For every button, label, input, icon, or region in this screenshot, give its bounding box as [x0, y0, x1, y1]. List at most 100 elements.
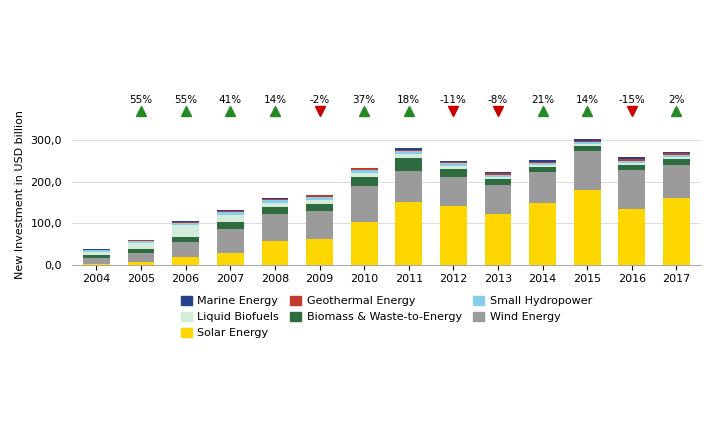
- Bar: [217, 211, 243, 212]
- Bar: [306, 197, 333, 199]
- Bar: [395, 154, 422, 159]
- Bar: [574, 141, 601, 142]
- Text: 14%: 14%: [576, 95, 599, 105]
- Bar: [395, 202, 422, 265]
- Bar: [351, 168, 377, 170]
- Bar: [351, 177, 377, 186]
- Bar: [440, 177, 467, 206]
- Bar: [619, 210, 645, 265]
- Bar: [485, 173, 511, 175]
- Bar: [83, 264, 110, 265]
- Bar: [395, 148, 422, 150]
- Bar: [217, 222, 243, 228]
- Legend: Marine Energy, Liquid Biofuels, Solar Energy, Geothermal Energy, Biomass & Waste: Marine Energy, Liquid Biofuels, Solar En…: [180, 296, 592, 338]
- Bar: [127, 243, 155, 250]
- Bar: [529, 203, 556, 265]
- Bar: [619, 159, 645, 160]
- Bar: [173, 225, 199, 237]
- Bar: [529, 172, 556, 203]
- Bar: [306, 199, 333, 204]
- Bar: [485, 215, 511, 265]
- Bar: [351, 170, 377, 173]
- Bar: [351, 173, 377, 177]
- Bar: [127, 253, 155, 262]
- Bar: [529, 165, 556, 167]
- Bar: [395, 151, 422, 154]
- Bar: [574, 151, 601, 190]
- Bar: [261, 200, 289, 203]
- Bar: [619, 171, 645, 210]
- Bar: [306, 204, 333, 211]
- Bar: [529, 160, 556, 162]
- Bar: [485, 175, 511, 177]
- Bar: [529, 163, 556, 165]
- Bar: [217, 212, 243, 215]
- Text: 41%: 41%: [218, 95, 242, 105]
- Bar: [83, 249, 110, 250]
- Bar: [173, 221, 199, 222]
- Bar: [261, 241, 289, 265]
- Bar: [261, 207, 289, 215]
- Bar: [619, 163, 645, 165]
- Text: 55%: 55%: [130, 95, 153, 105]
- Bar: [261, 203, 289, 207]
- Bar: [127, 240, 155, 241]
- Bar: [574, 190, 601, 265]
- Bar: [574, 142, 601, 144]
- Text: 37%: 37%: [352, 95, 376, 105]
- Bar: [574, 139, 601, 141]
- Bar: [173, 242, 199, 257]
- Bar: [663, 151, 690, 153]
- Bar: [173, 223, 199, 225]
- Bar: [663, 157, 690, 159]
- Bar: [440, 162, 467, 164]
- Bar: [619, 157, 645, 159]
- Bar: [619, 165, 645, 171]
- Bar: [217, 228, 243, 253]
- Bar: [619, 160, 645, 163]
- Bar: [306, 195, 333, 197]
- Bar: [663, 159, 690, 165]
- Bar: [261, 215, 289, 241]
- Bar: [440, 169, 467, 177]
- Bar: [173, 257, 199, 265]
- Bar: [83, 250, 110, 252]
- Bar: [127, 262, 155, 265]
- Bar: [440, 206, 467, 265]
- Bar: [217, 210, 243, 211]
- Bar: [485, 179, 511, 185]
- Text: -15%: -15%: [619, 95, 645, 105]
- Bar: [127, 250, 155, 253]
- Bar: [663, 198, 690, 265]
- Bar: [83, 258, 110, 264]
- Bar: [663, 165, 690, 198]
- Bar: [395, 150, 422, 151]
- Bar: [395, 159, 422, 171]
- Bar: [440, 166, 467, 169]
- Bar: [440, 164, 467, 166]
- Bar: [574, 144, 601, 146]
- Bar: [663, 153, 690, 155]
- Bar: [485, 185, 511, 215]
- Text: 55%: 55%: [174, 95, 197, 105]
- Bar: [306, 238, 333, 265]
- Bar: [529, 162, 556, 163]
- Text: -11%: -11%: [440, 95, 467, 105]
- Text: 14%: 14%: [263, 95, 286, 105]
- Bar: [261, 199, 289, 200]
- Text: 2%: 2%: [668, 95, 684, 105]
- Text: 21%: 21%: [531, 95, 554, 105]
- Bar: [173, 237, 199, 242]
- Bar: [127, 241, 155, 243]
- Bar: [529, 167, 556, 172]
- Text: 18%: 18%: [397, 95, 420, 105]
- Text: -8%: -8%: [488, 95, 508, 105]
- Bar: [663, 155, 690, 157]
- Bar: [83, 252, 110, 255]
- Bar: [395, 171, 422, 202]
- Bar: [173, 222, 199, 223]
- Bar: [217, 215, 243, 222]
- Bar: [351, 221, 377, 265]
- Bar: [83, 255, 110, 258]
- Bar: [217, 253, 243, 265]
